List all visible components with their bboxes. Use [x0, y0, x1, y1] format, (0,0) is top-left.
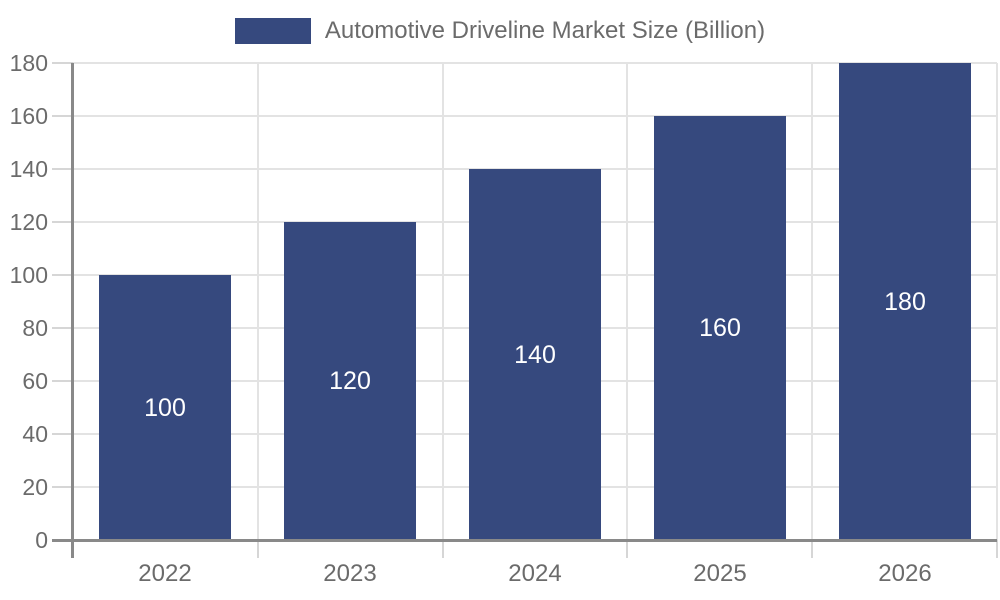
y-axis-tick-label: 40	[22, 421, 48, 447]
gridline-vertical	[257, 63, 259, 540]
x-axis-tick-label: 2025	[693, 560, 747, 587]
gridline-vertical	[996, 63, 998, 540]
y-axis-tick-label: 180	[9, 50, 48, 76]
y-axis-tick	[52, 380, 73, 382]
y-axis-tick-label: 0	[35, 527, 48, 553]
y-axis-tick-label: 120	[9, 209, 48, 235]
legend-label: Automotive Driveline Market Size (Billio…	[324, 17, 766, 44]
legend: Automotive Driveline Market Size (Billio…	[0, 14, 1000, 48]
gridline-horizontal	[73, 62, 997, 64]
y-axis-tick	[52, 168, 73, 170]
bar	[469, 169, 601, 540]
y-axis-tick-label: 60	[22, 368, 48, 394]
y-axis-tick-label: 80	[22, 315, 48, 341]
y-axis-tick	[52, 327, 73, 329]
gridline-vertical	[811, 63, 813, 540]
bar	[99, 275, 231, 540]
x-axis-tick	[257, 540, 259, 558]
x-axis-tick	[442, 540, 444, 558]
bar-value-label: 100	[144, 394, 186, 422]
x-axis-tick	[811, 540, 813, 558]
y-axis-tick	[52, 115, 73, 117]
gridline-vertical	[626, 63, 628, 540]
bar-value-label: 180	[884, 288, 926, 316]
y-axis-tick-label: 160	[9, 103, 48, 129]
y-axis-tick	[52, 433, 73, 435]
x-axis-tick-label: 2023	[323, 560, 377, 587]
x-axis-tick-label: 2026	[878, 560, 932, 587]
bar	[284, 222, 416, 540]
y-axis-tick	[52, 62, 73, 64]
bar-value-label: 160	[699, 314, 741, 342]
legend-swatch	[234, 18, 311, 44]
y-axis-line	[71, 63, 74, 558]
y-axis-tick-label: 140	[9, 156, 48, 182]
x-axis-tick	[996, 540, 998, 558]
bar	[839, 63, 971, 540]
x-axis-tick-label: 2022	[138, 560, 192, 587]
y-axis-tick	[52, 221, 73, 223]
y-axis-tick-label: 100	[9, 262, 48, 288]
gridline-vertical	[442, 63, 444, 540]
x-axis-tick	[626, 540, 628, 558]
x-axis-tick-label: 2024	[508, 560, 562, 587]
y-axis-tick	[52, 274, 73, 276]
gridline-horizontal	[73, 115, 997, 117]
x-axis-line	[52, 539, 997, 542]
bar-value-label: 140	[514, 341, 556, 369]
bar	[654, 116, 786, 540]
bar-value-label: 120	[329, 367, 371, 395]
y-axis-tick	[52, 486, 73, 488]
y-axis-tick-label: 20	[22, 474, 48, 500]
